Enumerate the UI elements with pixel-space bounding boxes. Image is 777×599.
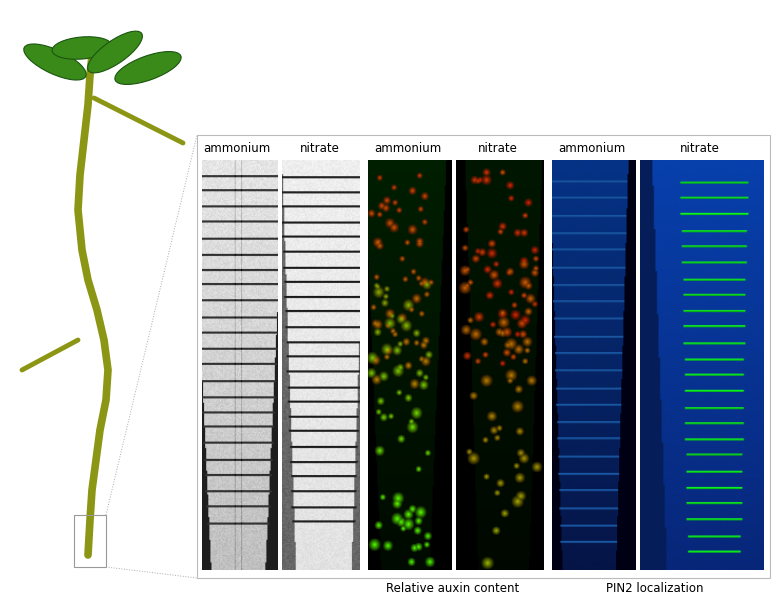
Text: nitrate: nitrate (680, 141, 720, 155)
Text: ammonium: ammonium (204, 141, 270, 155)
Text: ammonium: ammonium (559, 141, 625, 155)
Text: ammonium: ammonium (375, 141, 441, 155)
Ellipse shape (52, 37, 112, 59)
Bar (197, 135, 770, 578)
Text: Relative auxin content: Relative auxin content (386, 582, 520, 594)
Text: PIN2 localization: PIN2 localization (606, 582, 704, 594)
Text: nitrate: nitrate (478, 141, 518, 155)
Text: nitrate: nitrate (300, 141, 340, 155)
Ellipse shape (88, 31, 142, 73)
Ellipse shape (115, 52, 181, 84)
Ellipse shape (24, 44, 86, 80)
Bar (74, 515, 106, 567)
